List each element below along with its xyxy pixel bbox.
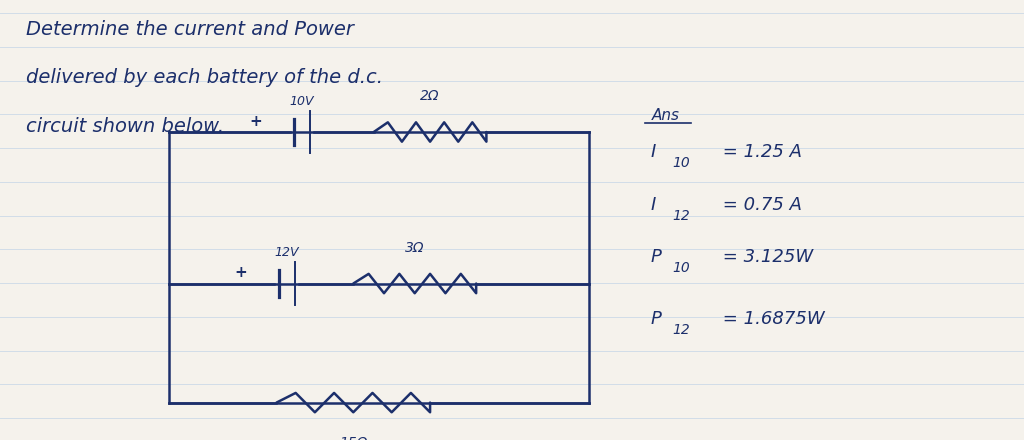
Text: 10: 10 xyxy=(673,156,690,170)
Text: +: + xyxy=(234,265,247,280)
Text: I: I xyxy=(650,143,655,161)
Text: 3Ω: 3Ω xyxy=(404,241,425,255)
Text: 10: 10 xyxy=(673,261,690,275)
Text: 15Ω: 15Ω xyxy=(339,436,368,440)
Text: = 0.75 A: = 0.75 A xyxy=(717,196,802,213)
Text: +: + xyxy=(250,114,262,128)
Text: Ans: Ans xyxy=(651,108,680,123)
Text: I: I xyxy=(650,196,655,213)
Text: 2Ω: 2Ω xyxy=(420,89,440,103)
Text: = 1.25 A: = 1.25 A xyxy=(717,143,802,161)
Text: = 1.6875W: = 1.6875W xyxy=(717,310,824,328)
Text: P: P xyxy=(650,249,662,266)
Text: 12: 12 xyxy=(673,323,690,337)
Text: = 3.125W: = 3.125W xyxy=(717,249,813,266)
Text: 12: 12 xyxy=(673,209,690,223)
Text: 12V: 12V xyxy=(274,246,299,259)
Text: circuit shown below.: circuit shown below. xyxy=(26,117,223,136)
Text: delivered by each battery of the d.c.: delivered by each battery of the d.c. xyxy=(26,68,383,87)
Text: P: P xyxy=(650,310,662,328)
Text: Determine the current and Power: Determine the current and Power xyxy=(26,20,353,39)
Text: 10V: 10V xyxy=(290,95,314,108)
